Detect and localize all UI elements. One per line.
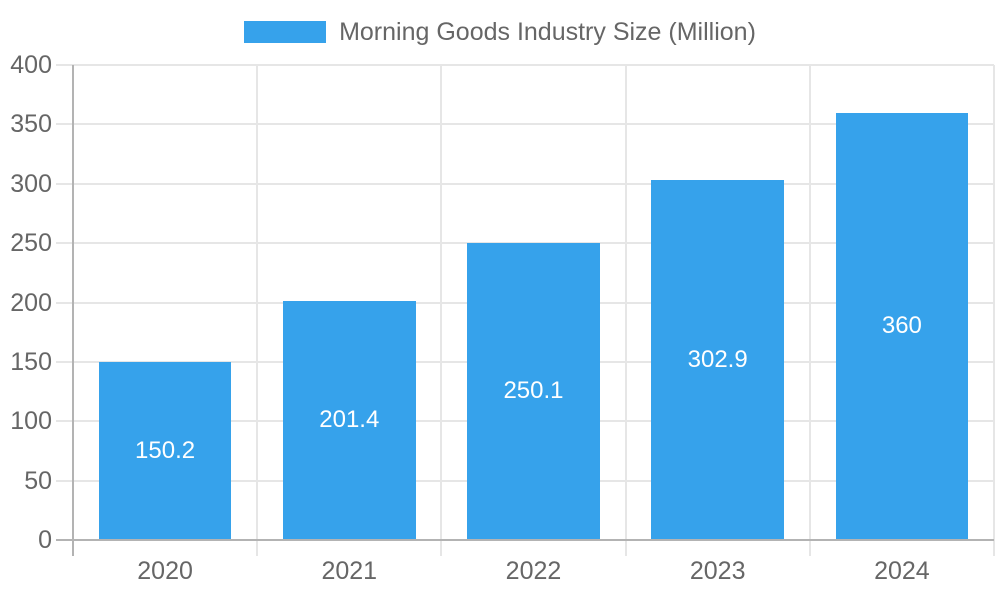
x-axis-tick-label: 2023	[689, 557, 746, 585]
x-axis-tick-label: 2020	[137, 557, 193, 585]
bar-value-label: 302.9	[687, 346, 748, 374]
y-axis-tick-label: 300	[10, 169, 52, 198]
vertical-gridline	[993, 65, 995, 556]
x-axis-tick-label: 2022	[505, 557, 562, 585]
chart-legend: Morning Goods Industry Size (Million)	[0, 18, 1000, 46]
horizontal-gridline	[56, 182, 994, 185]
legend-swatch-icon	[244, 21, 327, 43]
x-axis-line	[56, 539, 994, 541]
x-axis-tick-label: 2021	[321, 557, 378, 585]
y-axis-tick-label: 200	[10, 288, 52, 317]
bar-2022[interactable]: 250.1	[467, 243, 600, 540]
x-axis-tick-label: 2024	[874, 557, 930, 585]
bar-value-label: 250.1	[503, 377, 564, 405]
vertical-gridline	[808, 65, 811, 556]
bar-value-label: 360	[881, 312, 922, 340]
y-axis-tick-label: 150	[10, 347, 52, 376]
legend-label: Morning Goods Industry Size (Million)	[339, 18, 756, 46]
horizontal-gridline	[56, 64, 994, 66]
bar-value-label: 201.4	[319, 406, 380, 434]
vertical-gridline	[440, 65, 443, 556]
y-axis-tick-label: 50	[24, 466, 52, 495]
bar-value-label: 150.2	[135, 436, 196, 464]
y-axis-tick-label: 350	[10, 110, 52, 139]
vertical-gridline	[256, 65, 259, 556]
y-axis-tick-label: 0	[38, 526, 52, 554]
bar-2024[interactable]: 360	[835, 112, 969, 540]
y-axis-line	[72, 65, 74, 556]
bar-2020[interactable]: 150.2	[98, 361, 232, 540]
y-axis-tick-label: 100	[10, 407, 52, 436]
y-axis-tick-label: 400	[10, 51, 52, 79]
y-axis-tick-label: 250	[10, 229, 52, 258]
horizontal-gridline	[56, 123, 994, 126]
legend-item[interactable]: Morning Goods Industry Size (Million)	[244, 18, 756, 46]
bar-2021[interactable]: 201.4	[282, 300, 416, 540]
bar-2023[interactable]: 302.9	[651, 180, 784, 540]
vertical-gridline	[624, 65, 627, 556]
